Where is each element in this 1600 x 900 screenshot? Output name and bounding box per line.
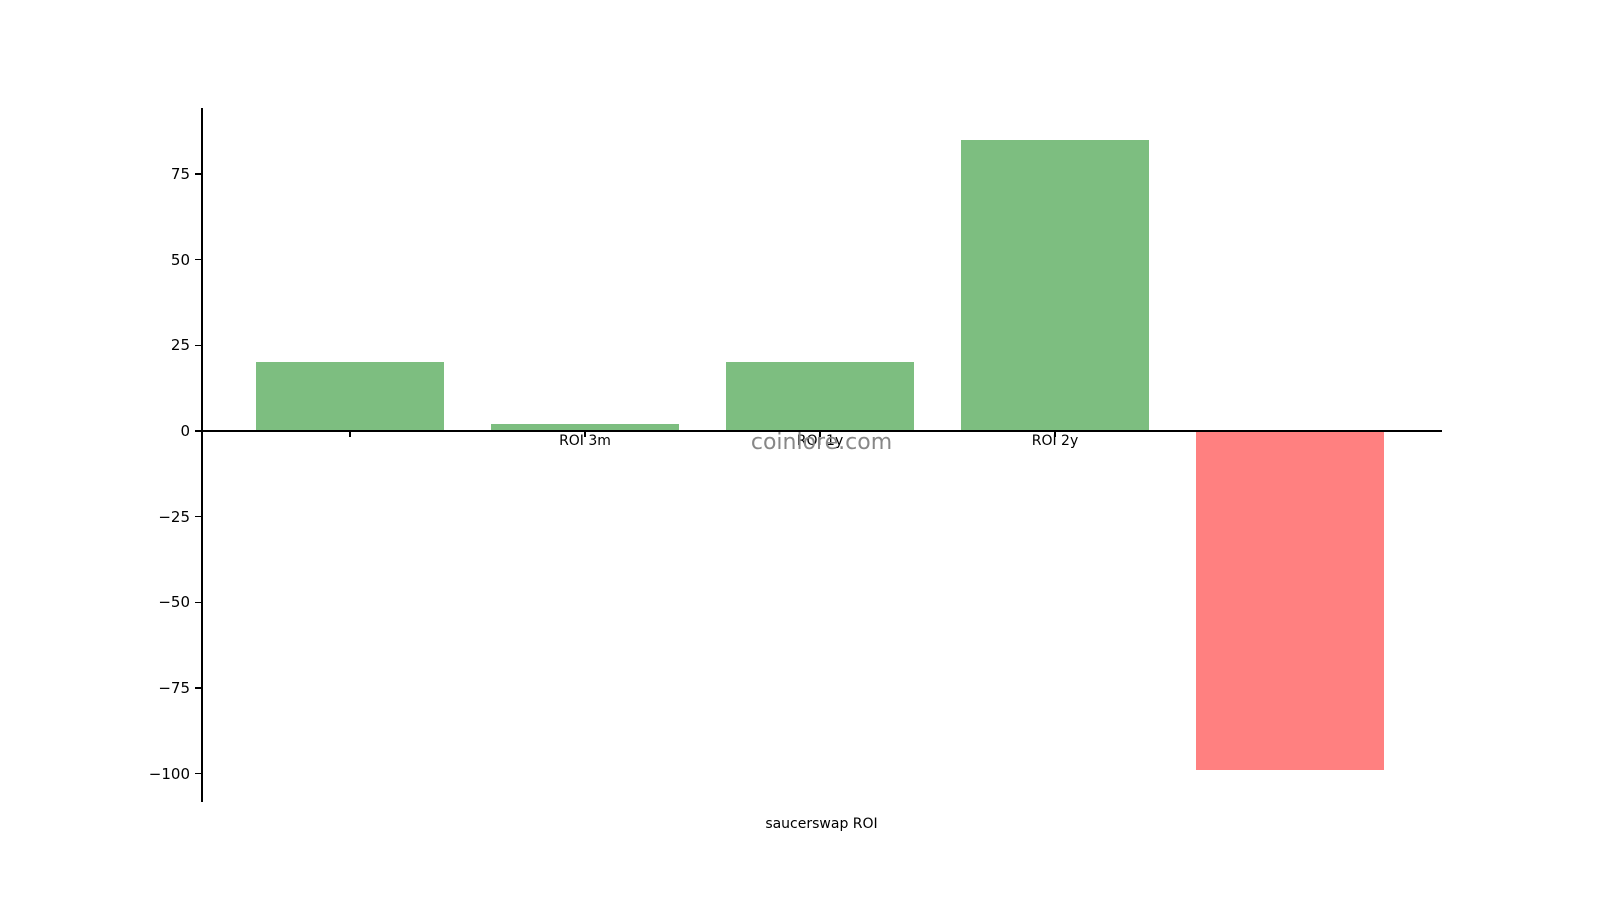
x-tick-label: ROI 1y [796, 433, 844, 449]
y-tick-mark [195, 344, 201, 347]
y-tick-mark [195, 687, 201, 689]
y-tick-mark [195, 430, 201, 432]
y-tick-label: −50 [158, 593, 190, 612]
y-tick-label: −100 [148, 764, 190, 783]
bar-unlabeled-1 [256, 362, 444, 431]
y-tick-label: 25 [170, 336, 190, 355]
chart-title: saucerswap ROI [765, 816, 878, 832]
bar-unlabeled-5 [1196, 431, 1384, 771]
y-tick-label: −25 [158, 507, 190, 526]
y-tick-mark [195, 173, 201, 175]
y-axis-line [201, 108, 203, 802]
x-tick-mark [349, 431, 351, 437]
bar-roi-1y [726, 362, 914, 431]
x-tick-label: ROI 3m [559, 433, 611, 449]
x-tick-mark [1054, 431, 1056, 437]
x-tick-mark [584, 431, 586, 437]
y-tick-label: −75 [158, 679, 190, 697]
y-tick-mark [195, 772, 201, 775]
y-tick-mark [195, 515, 201, 518]
y-tick-mark [195, 258, 201, 261]
bar-roi-3m [491, 424, 679, 431]
watermark: coinlore.com [750, 430, 893, 455]
x-axis-line [201, 430, 1442, 432]
y-tick-label: 50 [170, 250, 190, 269]
y-tick-label: 75 [170, 164, 190, 183]
x-tick-label: ROI 2y [1031, 433, 1079, 449]
y-tick-mark [195, 601, 201, 604]
bar-roi-2y [961, 139, 1149, 431]
y-tick-label: 0 [180, 422, 190, 440]
x-tick-mark [819, 431, 821, 437]
